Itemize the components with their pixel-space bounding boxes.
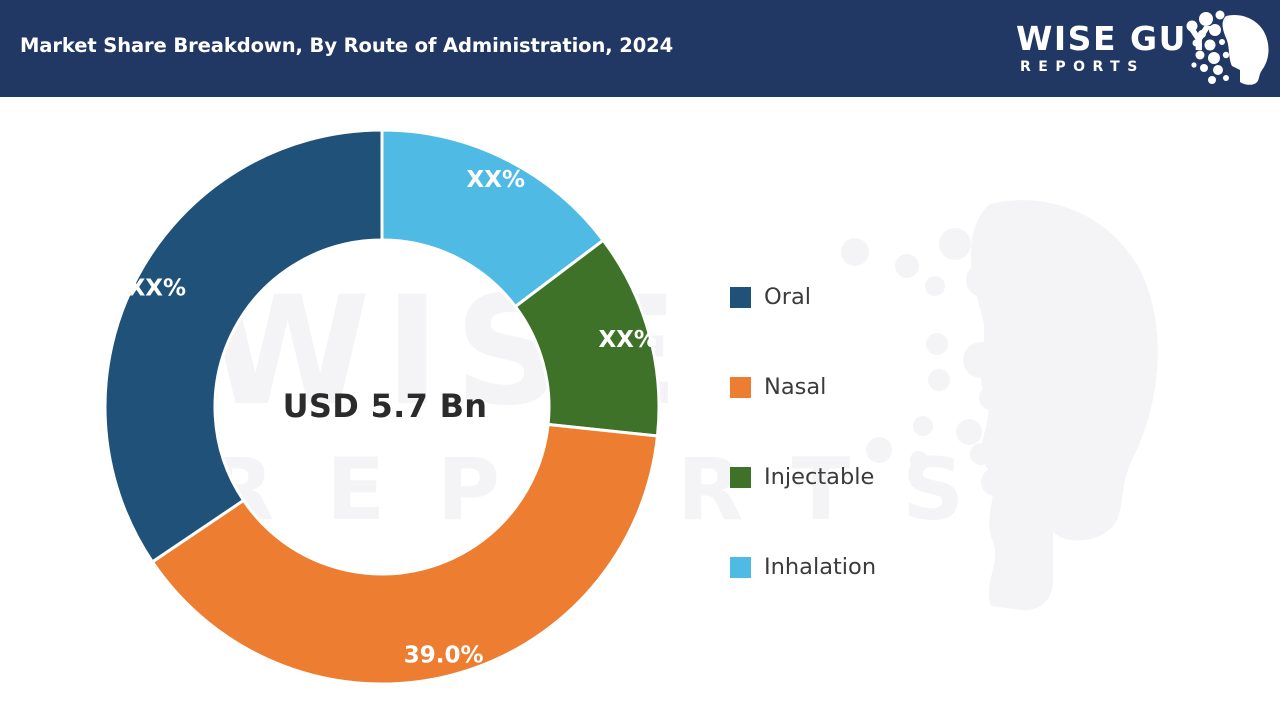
legend-item-oral[interactable]: Oral (730, 252, 1030, 342)
legend-label-injectable: Injectable (764, 463, 875, 490)
legend-label-oral: Oral (764, 283, 811, 310)
legend-item-injectable[interactable]: Injectable (730, 432, 1030, 522)
donut-slice-labels: XX% XX% 39.0% XX% (128, 167, 657, 669)
chart-canvas: WISE REPORTS (0, 97, 1280, 720)
donut-center-value: USD 5.7 Bn (282, 387, 488, 425)
legend-swatch-nasal (730, 376, 751, 398)
donut-slice-nasal[interactable] (150, 422, 660, 686)
donut-slice-label-inhalation: XX% (467, 167, 526, 193)
donut-chart: XX% XX% 39.0% XX% USD 5.7 Bn (90, 115, 680, 705)
chart-legend: Oral Nasal Injectable Inhalation (730, 252, 1030, 612)
legend-swatch-oral (730, 286, 751, 308)
legend-label-inhalation: Inhalation (764, 553, 877, 580)
header-bar: Market Share Breakdown, By Route of Admi… (0, 0, 1280, 97)
donut-slice-label-injectable: XX% (598, 327, 657, 353)
legend-item-inhalation[interactable]: Inhalation (730, 522, 1030, 612)
donut-slices (103, 128, 661, 686)
legend-swatch-inhalation (730, 556, 751, 578)
logo-wordmark: WISE GUY (1016, 19, 1213, 58)
legend-swatch-injectable (730, 466, 751, 488)
donut-chart-svg: XX% XX% 39.0% XX% (103, 128, 661, 686)
donut-slice-label-oral: XX% (128, 275, 187, 301)
legend-label-nasal: Nasal (764, 373, 827, 400)
donut-slice-label-nasal: 39.0% (404, 642, 484, 668)
donut-slice-oral[interactable] (103, 128, 384, 564)
logo-subword: REPORTS (1020, 59, 1145, 75)
legend-item-nasal[interactable]: Nasal (730, 342, 1030, 432)
dotted-head-profile-icon (1186, 10, 1269, 85)
page-title: Market Share Breakdown, By Route of Admi… (20, 34, 674, 57)
brand-logo[interactable]: WISE GUY REPORTS (1006, 8, 1274, 88)
